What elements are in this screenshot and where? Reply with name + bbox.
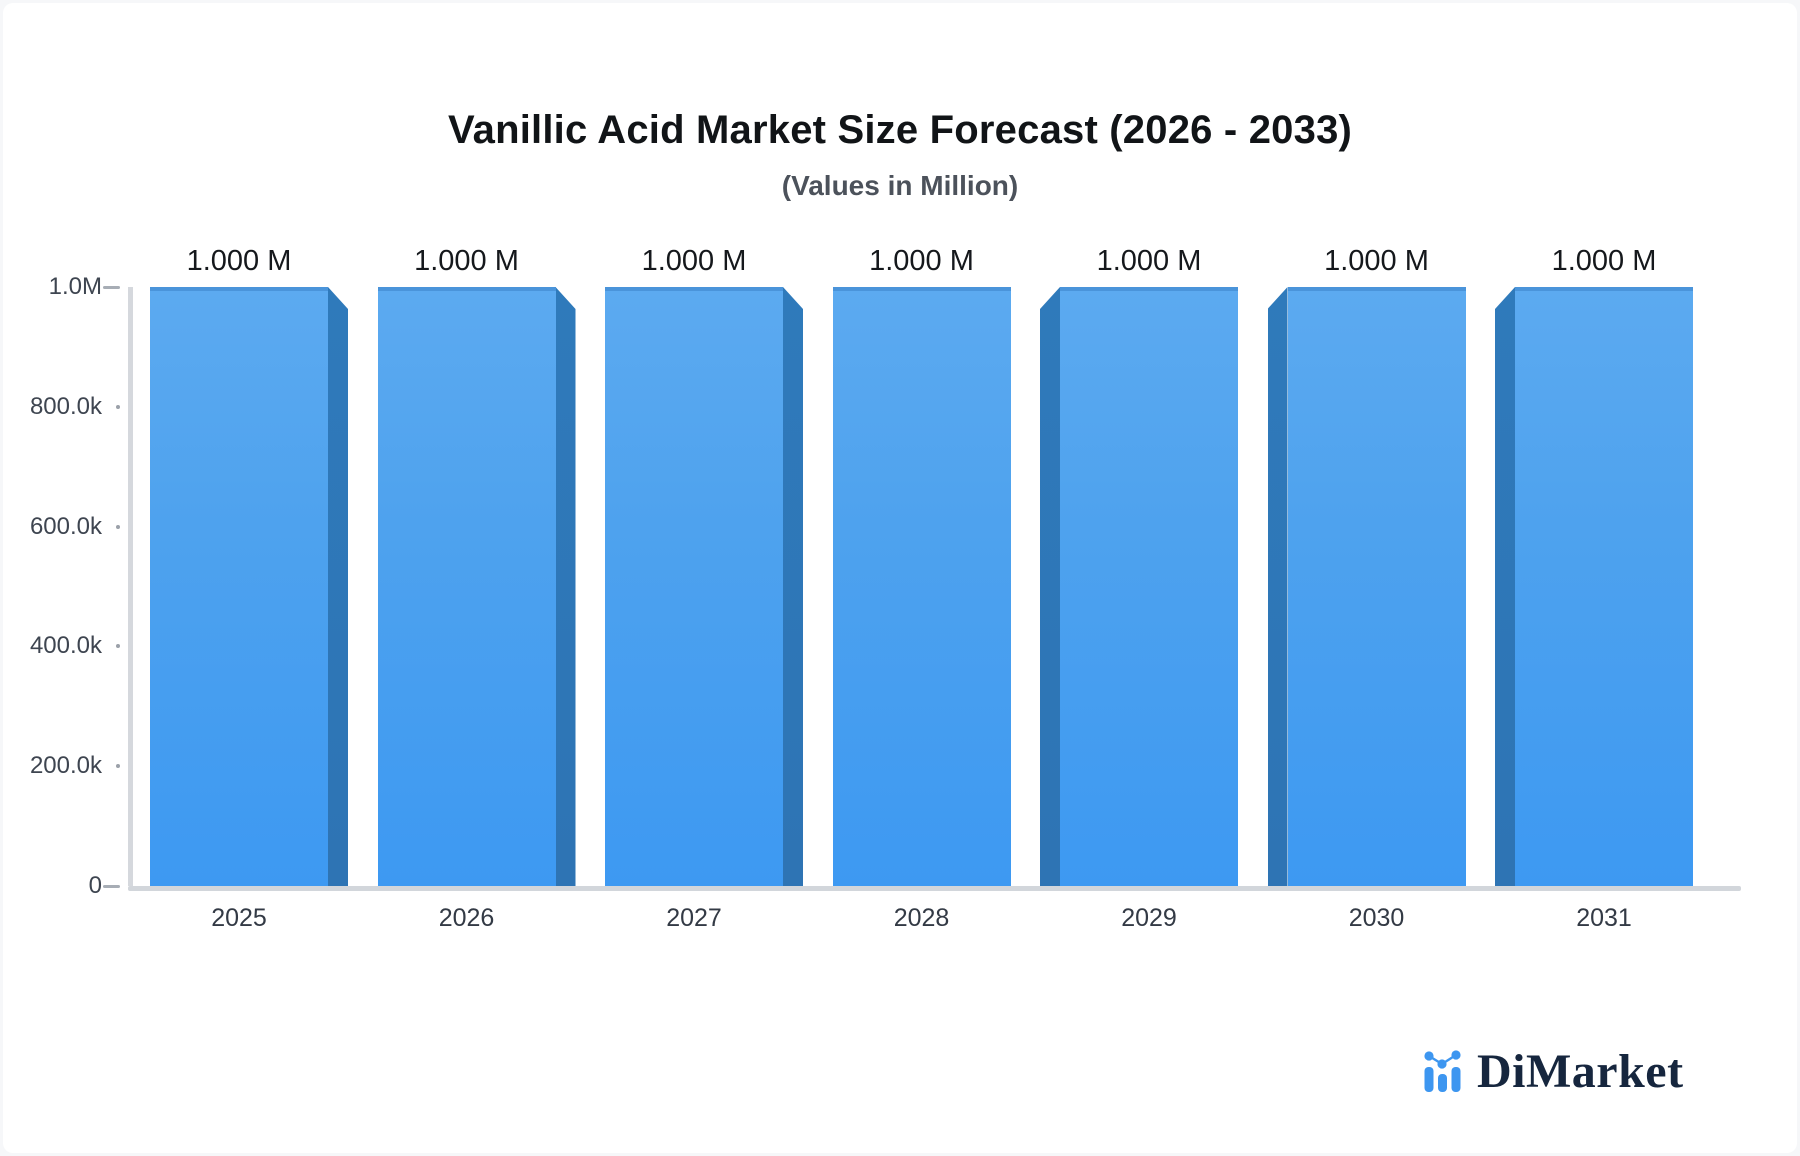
- bar-side: [555, 287, 576, 886]
- y-axis-tick-label: 1.0M: [48, 273, 102, 300]
- bar-value-label: 1.000 M: [1324, 245, 1429, 277]
- bar-value-label: 1.000 M: [869, 245, 974, 277]
- y-axis-tick-label: 600.0k: [29, 512, 102, 540]
- y-axis-tick-label: 800.0k: [29, 392, 102, 420]
- y-axis-tick-label: 200.0k: [29, 752, 102, 780]
- bar[interactable]: [150, 287, 328, 886]
- y-axis-tick-mark: [116, 764, 120, 769]
- bar-value-label: 1.000 M: [186, 245, 292, 277]
- bar[interactable]: [605, 287, 783, 886]
- x-axis-label: 2026: [438, 904, 495, 932]
- x-axis-line: [128, 886, 1741, 891]
- bar[interactable]: [1060, 287, 1238, 886]
- y-axis-tick-label: 400.0k: [29, 632, 102, 660]
- y-axis-tick-mark: [116, 404, 120, 409]
- y-axis-tick-mark: [103, 884, 120, 888]
- bar-side: [328, 287, 348, 886]
- bar-side: [783, 287, 803, 886]
- bar-value-label: 1.000 M: [1551, 245, 1657, 277]
- chart-title: Vanillic Acid Market Size Forecast (2026…: [447, 108, 1353, 152]
- logo-text: DiMarket: [1477, 1045, 1684, 1098]
- x-axis-label: 2028: [893, 904, 950, 932]
- bar-value-label: 1.000 M: [641, 245, 747, 277]
- bar[interactable]: [1515, 287, 1693, 886]
- bar-side: [1040, 287, 1060, 886]
- bar-value-label: 1.000 M: [1096, 245, 1202, 277]
- y-axis-tick-mark: [116, 644, 120, 649]
- y-axis-tick-mark: [103, 285, 120, 289]
- y-axis-line: [128, 287, 133, 886]
- x-axis-label: 2025: [211, 904, 267, 932]
- dimarket-logo: DiMarket: [1424, 1040, 1684, 1096]
- bar[interactable]: [1287, 287, 1466, 886]
- y-axis-tick-label: 0: [88, 872, 102, 899]
- bar-value-label: 1.000 M: [414, 245, 519, 277]
- bar-side: [1267, 287, 1288, 886]
- x-axis-label: 2031: [1576, 904, 1632, 932]
- x-axis-label: 2029: [1121, 904, 1177, 932]
- bar[interactable]: [377, 287, 556, 886]
- x-axis-label: 2030: [1348, 904, 1405, 932]
- chart-subtitle: (Values in Million): [781, 170, 1019, 201]
- logo-chart-icon: [1424, 1050, 1461, 1092]
- bar-side: [1495, 287, 1515, 886]
- bar[interactable]: [832, 287, 1011, 886]
- y-axis-tick-mark: [116, 524, 120, 529]
- x-axis-label: 2027: [666, 904, 722, 932]
